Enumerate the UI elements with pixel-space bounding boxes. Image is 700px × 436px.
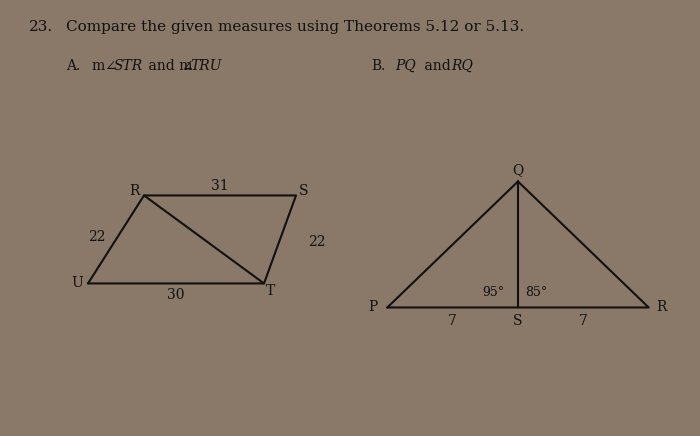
Text: ∠: ∠ [181, 59, 192, 73]
Text: and m: and m [144, 59, 192, 73]
Text: and: and [420, 59, 455, 73]
Text: A.: A. [66, 59, 80, 73]
Text: R: R [130, 184, 139, 198]
Text: S: S [513, 313, 523, 327]
Text: RQ: RQ [452, 59, 473, 73]
Text: R: R [657, 300, 667, 314]
Text: 85°: 85° [526, 286, 547, 299]
Text: TRU: TRU [190, 59, 222, 73]
Text: T: T [266, 284, 275, 298]
Text: ∠: ∠ [104, 59, 116, 73]
Text: S: S [300, 184, 309, 198]
Text: 22: 22 [88, 230, 106, 244]
Text: PQ: PQ [395, 59, 416, 73]
Text: 22: 22 [308, 235, 326, 249]
Text: 7: 7 [448, 313, 457, 327]
Text: 7: 7 [579, 313, 588, 327]
Text: 30: 30 [167, 288, 185, 302]
Text: U: U [71, 276, 83, 290]
Text: m: m [91, 59, 104, 73]
Text: STR: STR [113, 59, 143, 73]
Text: 23.: 23. [29, 20, 53, 34]
Text: 31: 31 [211, 179, 229, 193]
Text: 95°: 95° [482, 286, 504, 299]
Text: P: P [369, 300, 378, 314]
Text: B.: B. [371, 59, 386, 73]
Text: Compare the given measures using Theorems 5.12 or 5.13.: Compare the given measures using Theorem… [66, 20, 524, 34]
Text: Q: Q [512, 163, 524, 177]
